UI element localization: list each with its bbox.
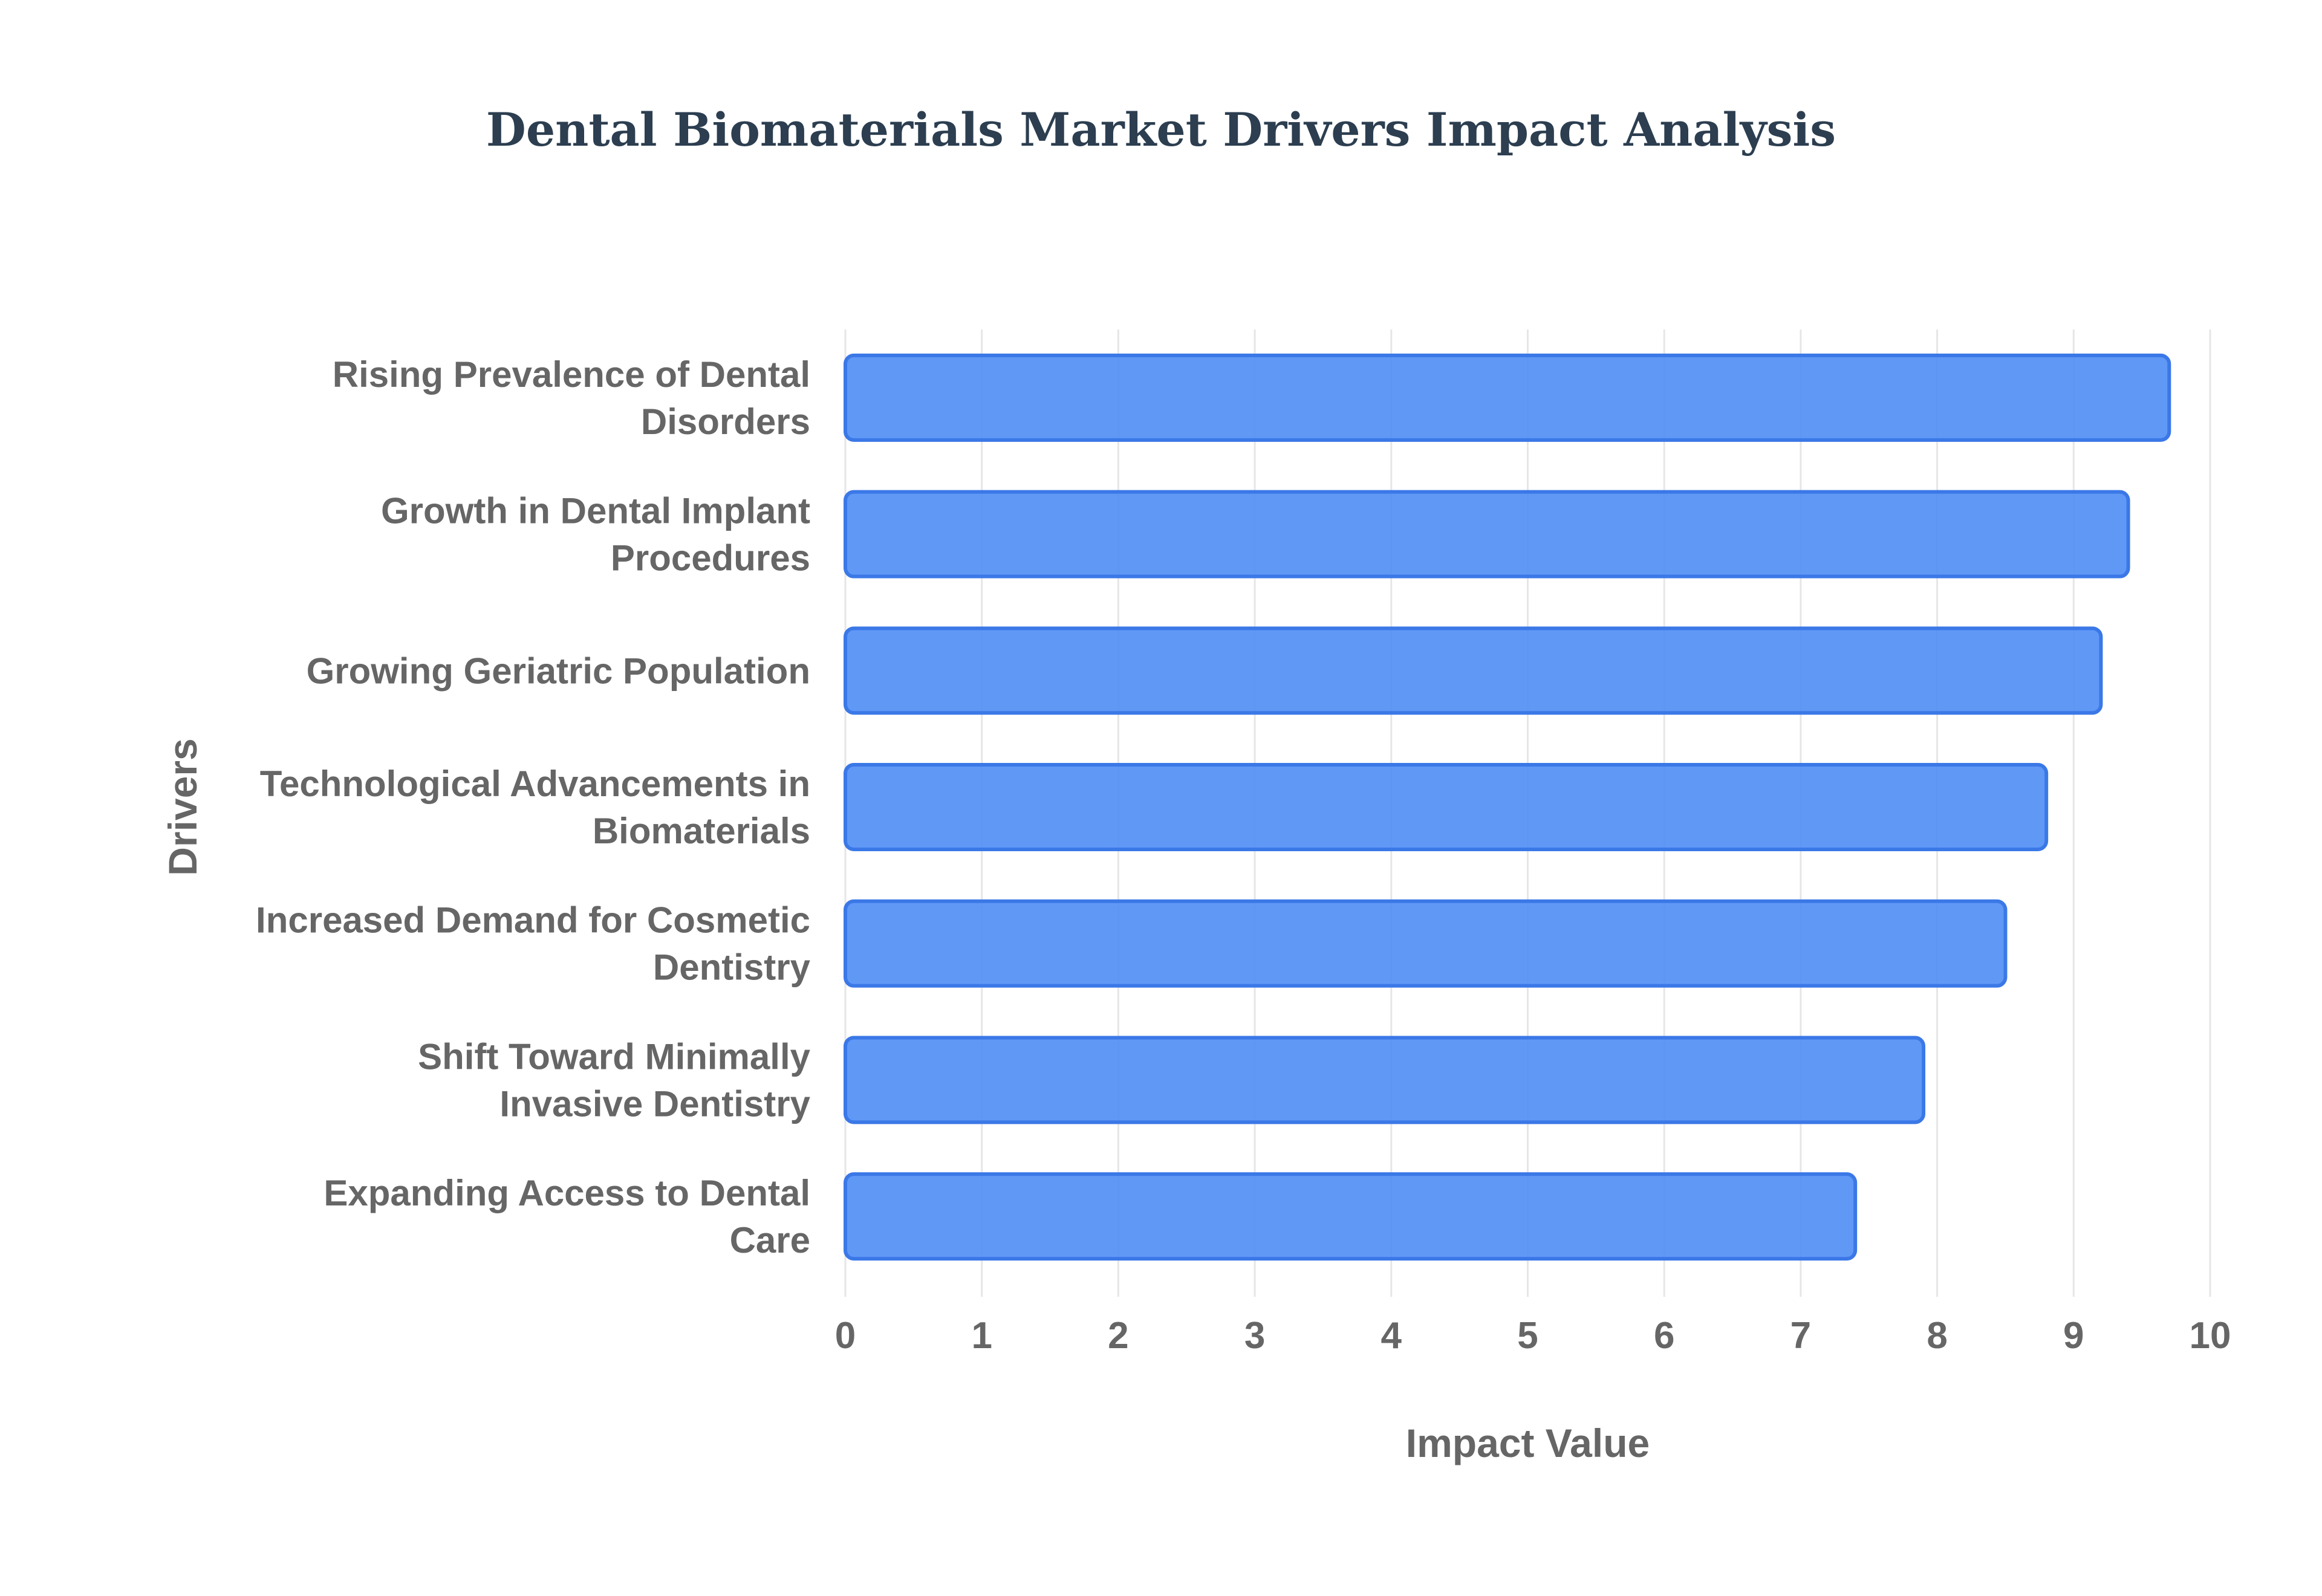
- x-tick-label: 9: [2063, 1315, 2084, 1357]
- x-tick-label: 10: [2190, 1315, 2231, 1357]
- y-tick-label: Shift Toward Minimally: [418, 1036, 811, 1077]
- y-tick-label: Technological Advancements in: [260, 764, 810, 804]
- x-tick-label: 1: [971, 1315, 992, 1357]
- y-tick-label: Growth in Dental Implant: [381, 491, 810, 531]
- y-tick-label: Procedures: [611, 538, 810, 579]
- y-tick-label: Disorders: [641, 401, 810, 442]
- chart-title: Dental Biomaterials Market Drivers Impac…: [486, 103, 1836, 157]
- y-tick-label: Care: [730, 1220, 810, 1260]
- x-tick-label: 4: [1381, 1315, 1402, 1357]
- y-tick-label: Expanding Access to Dental: [324, 1173, 810, 1213]
- bar: [844, 626, 2103, 715]
- y-tick-label: Dentistry: [653, 947, 811, 988]
- bar: [844, 353, 2171, 442]
- x-tick-label: 2: [1108, 1315, 1128, 1357]
- x-tick-label: 5: [1517, 1315, 1538, 1357]
- y-tick-label: Increased Demand for Cosmetic: [256, 900, 810, 941]
- y-tick-label: Biomaterials: [593, 811, 810, 851]
- y-axis-title: Drivers: [160, 738, 205, 876]
- bar: [844, 490, 2130, 579]
- x-tick-label: 6: [1654, 1315, 1674, 1357]
- bar: [844, 1172, 1858, 1261]
- x-tick-label: 8: [1927, 1315, 1947, 1357]
- y-tick-label: Growing Geriatric Population: [307, 650, 810, 691]
- x-tick-label: 7: [1790, 1315, 1811, 1357]
- bar: [844, 763, 2049, 851]
- bar: [844, 899, 2008, 988]
- x-tick-label: 0: [835, 1315, 856, 1357]
- x-axis-title: Impact Value: [1406, 1421, 1650, 1465]
- y-tick-label: Invasive Dentistry: [499, 1083, 810, 1124]
- y-tick-label: Rising Prevalence of Dental: [333, 354, 810, 395]
- bar: [844, 1036, 1926, 1124]
- x-tick-label: 3: [1244, 1315, 1265, 1357]
